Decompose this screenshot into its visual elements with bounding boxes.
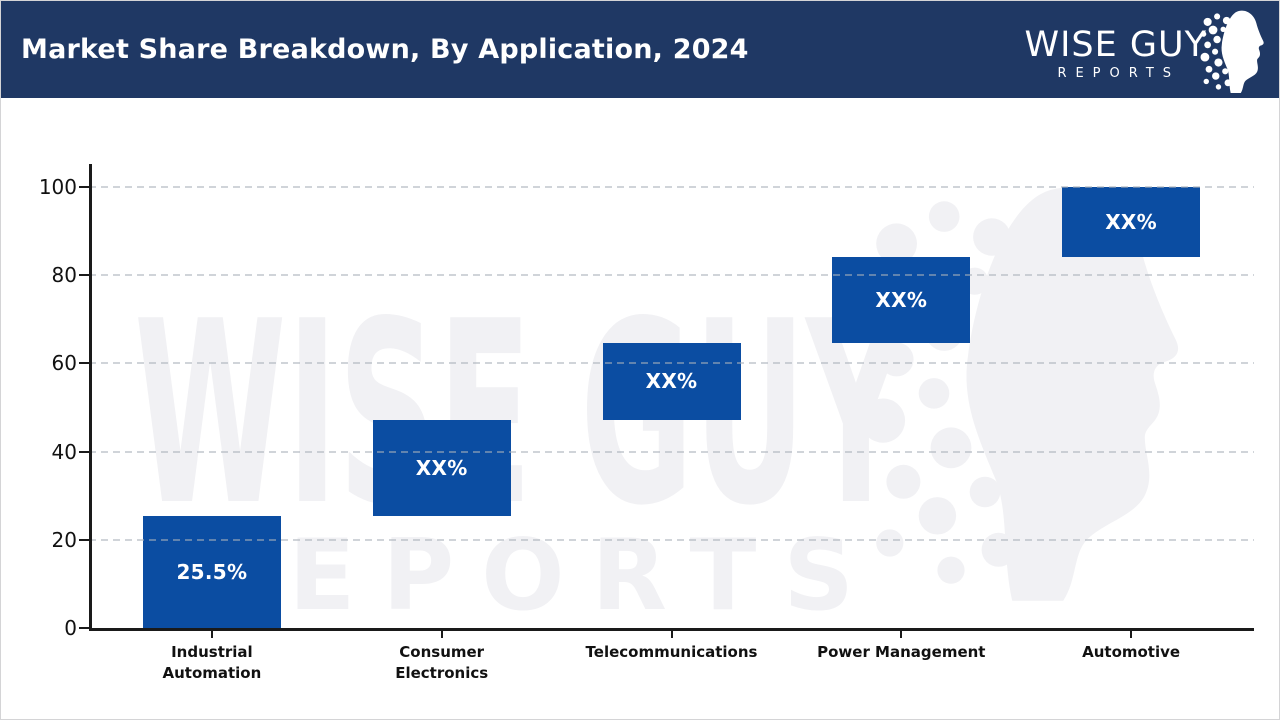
y-axis-tick xyxy=(79,186,89,188)
gridline xyxy=(89,186,1254,188)
y-tick-label: 80 xyxy=(51,263,77,288)
bar: XX% xyxy=(1062,187,1201,258)
y-tick-label: 20 xyxy=(51,527,77,552)
x-axis-tick xyxy=(670,630,673,638)
x-category-label: Automotive xyxy=(1011,642,1251,663)
bar: XX% xyxy=(602,343,741,420)
logo-head-icon xyxy=(1200,10,1264,93)
brand-logo: WISE GUY REPORTS xyxy=(1024,7,1271,95)
y-tick-label: 100 xyxy=(38,175,77,199)
x-axis-tick xyxy=(440,630,443,638)
x-category-label-line: Consumer xyxy=(399,643,485,661)
gridline xyxy=(89,274,1254,277)
y-axis-tick xyxy=(79,450,89,453)
x-axis-tick xyxy=(900,630,903,638)
x-category-label-line: Automotive xyxy=(1082,643,1181,661)
y-axis-spine xyxy=(89,164,92,630)
watermark-wordmark: WISE GUY xyxy=(134,268,907,561)
gridline xyxy=(89,362,1254,365)
x-category-label: Power Management xyxy=(781,642,1021,663)
bar-value-label: XX% xyxy=(415,455,468,480)
bar: 25.5% xyxy=(142,515,281,628)
watermark-subtitle: REPORTS xyxy=(186,519,854,633)
bar: XX% xyxy=(832,257,971,344)
y-tick-label: 40 xyxy=(51,439,77,464)
page-title: Market Share Breakdown, By Application, … xyxy=(21,34,749,65)
x-category-label: Telecommunications xyxy=(552,642,792,663)
y-tick-label: 0 xyxy=(64,616,77,640)
bar-value-label: 25.5% xyxy=(176,559,248,584)
x-category-label-line: Power Management xyxy=(817,643,986,661)
y-tick-label: 60 xyxy=(51,351,77,376)
y-axis-tick xyxy=(79,538,89,541)
x-category-label: Industrial Automation xyxy=(92,642,332,684)
x-category-label-line: Automation xyxy=(162,664,262,682)
x-category-label-line: Industrial xyxy=(171,643,253,661)
x-category-label-line: Telecommunications xyxy=(585,643,758,661)
gridline xyxy=(89,450,1254,453)
x-category-label: Consumer Electronics xyxy=(322,642,562,684)
x-axis-tick xyxy=(1130,630,1133,638)
bar: XX% xyxy=(372,419,511,516)
y-axis-tick xyxy=(79,274,89,277)
y-axis-tick xyxy=(79,362,89,365)
logo-wordmark: WISE GUY xyxy=(1024,25,1207,66)
y-axis-tick xyxy=(79,627,89,629)
bar-value-label: XX% xyxy=(875,288,928,313)
x-axis-spine xyxy=(89,628,1254,631)
x-category-label-line: Electronics xyxy=(395,664,489,682)
logo-subtitle: REPORTS xyxy=(1057,65,1181,81)
x-axis-tick xyxy=(210,630,213,638)
bar-value-label: XX% xyxy=(645,369,698,394)
gridline xyxy=(89,538,1254,541)
bar-value-label: XX% xyxy=(1105,210,1157,235)
header: Market Share Breakdown, By Application, … xyxy=(1,1,1279,98)
